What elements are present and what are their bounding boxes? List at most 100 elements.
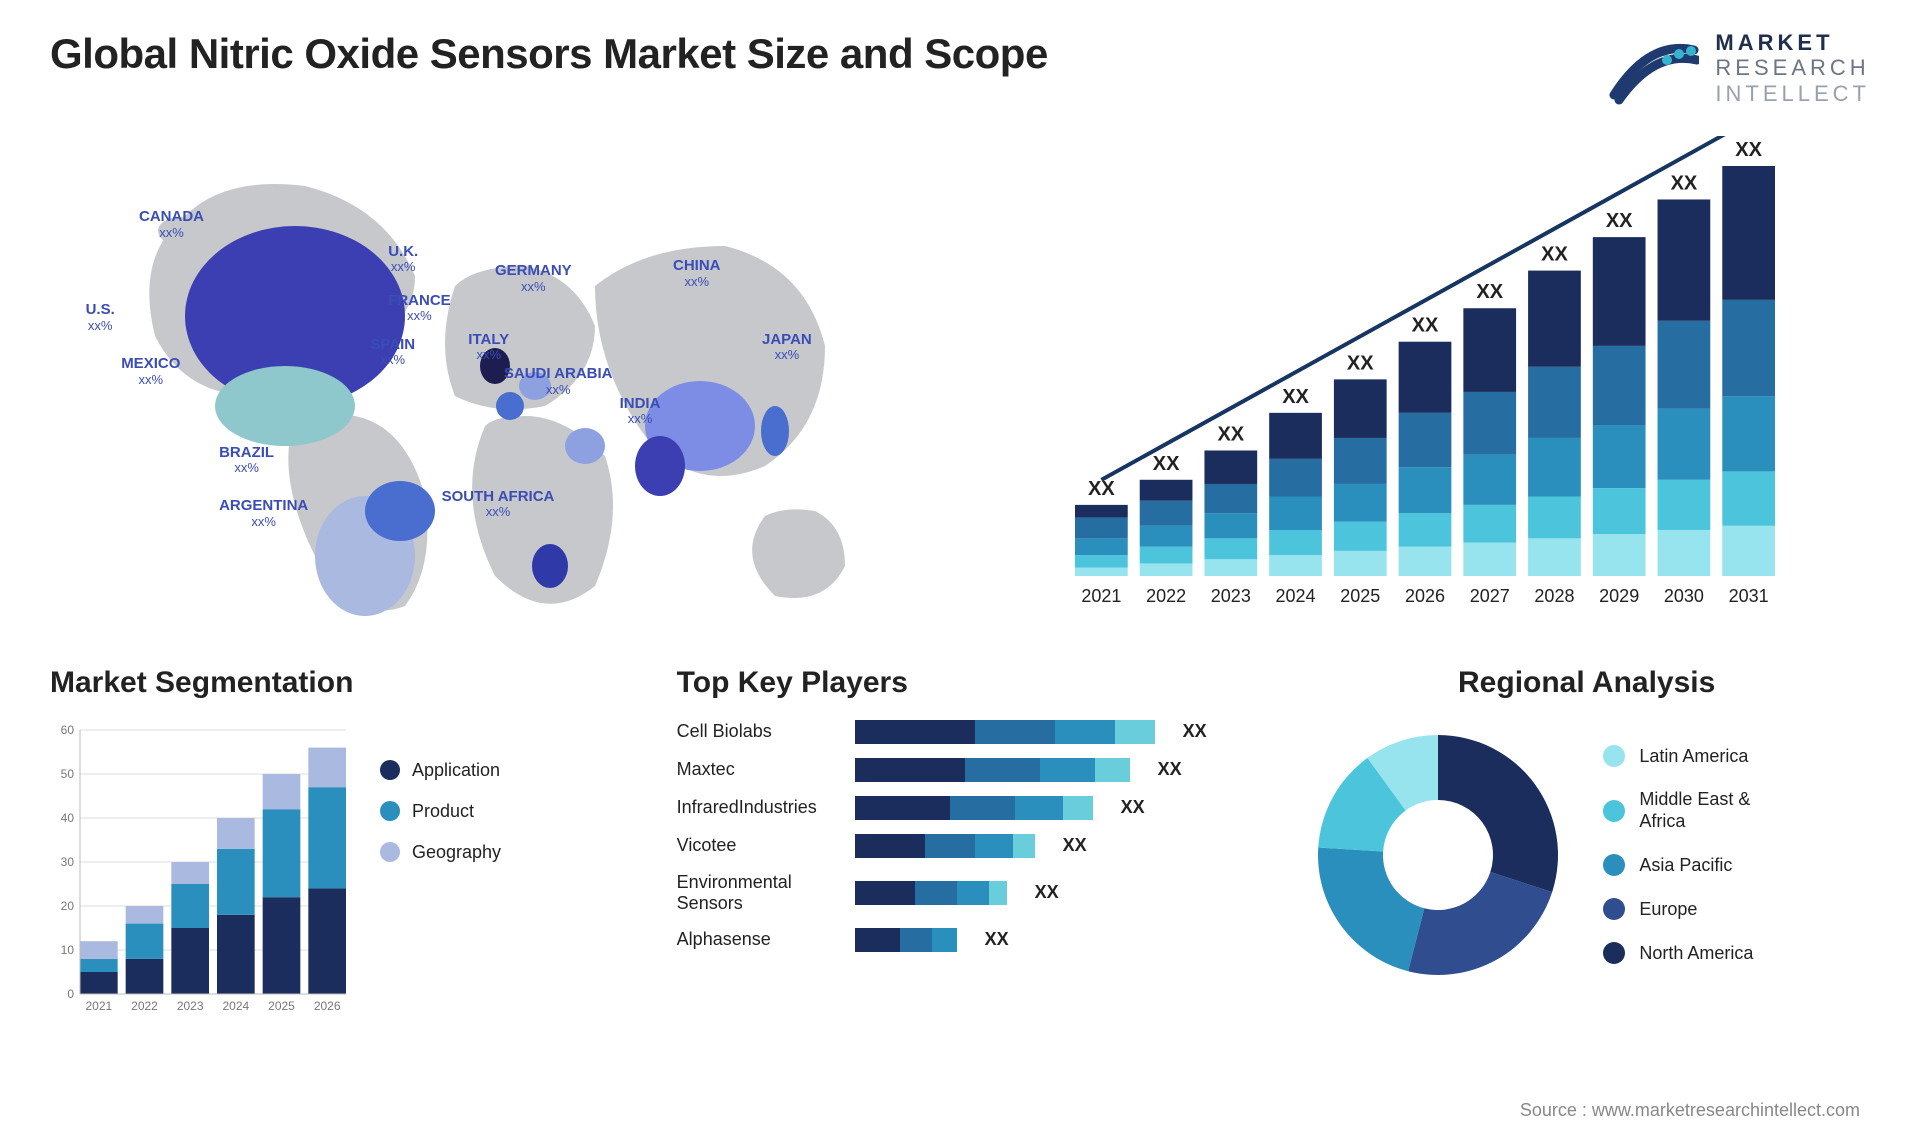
player-bar (855, 720, 1155, 744)
segmentation-panel: Market Segmentation 01020304050602021202… (50, 666, 617, 1066)
svg-text:XX: XX (1476, 281, 1503, 303)
map-label: CHINAxx% (673, 258, 721, 289)
regional-panel: Regional Analysis Latin America Middle Ea… (1303, 666, 1870, 1066)
svg-text:2025: 2025 (268, 999, 295, 1013)
player-name: Cell Biolabs (677, 721, 847, 742)
segmentation-legend-item: Application (380, 760, 501, 781)
source-text: Source : www.marketresearchintellect.com (1520, 1100, 1860, 1121)
map-label: FRANCExx% (388, 293, 451, 324)
player-bar-segment (1095, 758, 1130, 782)
svg-text:XX: XX (1735, 139, 1762, 161)
svg-text:2025: 2025 (1340, 586, 1380, 606)
header: Global Nitric Oxide Sensors Market Size … (50, 30, 1870, 106)
player-value: XX (1183, 721, 1207, 742)
svg-text:2021: 2021 (85, 999, 112, 1013)
regional-legend-item: Latin America (1603, 745, 1789, 767)
svg-text:XX: XX (1541, 243, 1568, 265)
svg-text:2024: 2024 (1276, 586, 1316, 606)
player-bar (855, 834, 1035, 858)
svg-text:2028: 2028 (1534, 586, 1574, 606)
svg-text:2030: 2030 (1664, 586, 1704, 606)
map-label: GERMANYxx% (495, 263, 572, 294)
legend-swatch (1603, 745, 1625, 767)
player-bar-segment (950, 796, 1015, 820)
player-bar (855, 928, 957, 952)
bottom-area: Market Segmentation 01020304050602021202… (50, 666, 1870, 1066)
map-label: BRAZILxx% (219, 445, 274, 476)
players-title: Top Key Players (677, 666, 1244, 700)
players-panel: Top Key Players Cell BiolabsXXMaxtecXXIn… (677, 666, 1244, 1066)
regional-title: Regional Analysis (1303, 666, 1870, 700)
legend-label: Latin America (1639, 746, 1748, 768)
main-chart-panel: XX 2021 XX 2022 XX 2023 XX 2024 XX 2025 XX 2026 XX 20… (980, 136, 1870, 626)
map-label: SPAINxx% (370, 337, 415, 368)
player-bar-segment (900, 928, 932, 952)
map-label: CANADAxx% (139, 209, 204, 240)
map-label: U.K.xx% (388, 244, 418, 275)
svg-text:2026: 2026 (1405, 586, 1445, 606)
svg-text:2023: 2023 (1211, 586, 1251, 606)
svg-text:2022: 2022 (1146, 586, 1186, 606)
players-list: Cell BiolabsXXMaxtecXXInfraredIndustries… (677, 720, 1244, 952)
regional-legend-item: Middle East & Africa (1603, 789, 1789, 832)
svg-text:2021: 2021 (1081, 586, 1121, 606)
map-label: SAUDI ARABIAxx% (504, 366, 613, 397)
svg-text:2029: 2029 (1599, 586, 1639, 606)
player-row: Maxtec XX (677, 758, 1244, 782)
regional-legend-item: Europe (1603, 898, 1789, 920)
svg-text:10: 10 (61, 943, 75, 957)
legend-label: Middle East & Africa (1639, 789, 1789, 832)
svg-text:XX: XX (1347, 352, 1374, 374)
player-name: Environmental Sensors (677, 872, 847, 914)
player-value: XX (1121, 797, 1145, 818)
regional-donut-chart (1303, 720, 1573, 990)
legend-swatch (380, 801, 400, 821)
player-row: Alphasense XX (677, 928, 1244, 952)
legend-label: Asia Pacific (1639, 855, 1732, 877)
player-bar (855, 881, 1007, 905)
svg-text:20: 20 (61, 899, 75, 913)
world-map-panel: CANADAxx%U.S.xx%MEXICOxx%BRAZILxx%ARGENT… (50, 136, 940, 626)
player-bar-segment (1015, 796, 1063, 820)
svg-text:2031: 2031 (1729, 586, 1769, 606)
regional-legend-item: Asia Pacific (1603, 854, 1789, 876)
map-label: INDIAxx% (620, 396, 661, 427)
player-bar-segment (965, 758, 1040, 782)
svg-text:60: 60 (61, 723, 75, 737)
top-area: CANADAxx%U.S.xx%MEXICOxx%BRAZILxx%ARGENT… (50, 136, 1870, 626)
svg-text:XX: XX (1153, 453, 1180, 475)
player-value: XX (1158, 759, 1182, 780)
player-value: XX (1035, 882, 1059, 903)
logo-text: MARKET RESEARCH INTELLECT (1715, 30, 1870, 106)
svg-text:XX: XX (1606, 210, 1633, 232)
player-name: Maxtec (677, 759, 847, 780)
player-value: XX (1063, 835, 1087, 856)
player-bar-segment (925, 834, 975, 858)
svg-text:2022: 2022 (131, 999, 158, 1013)
player-bar-segment (957, 881, 989, 905)
legend-label: Product (412, 801, 474, 822)
infographic-root: Global Nitric Oxide Sensors Market Size … (0, 0, 1920, 1146)
player-bar-segment (1055, 720, 1115, 744)
player-bar-segment (855, 796, 950, 820)
player-bar-segment (1115, 720, 1155, 744)
svg-text:XX: XX (1282, 386, 1309, 408)
map-label: JAPANxx% (762, 332, 812, 363)
player-bar-segment (1040, 758, 1095, 782)
player-bar-segment (855, 758, 965, 782)
svg-text:2024: 2024 (222, 999, 249, 1013)
player-row: Cell Biolabs XX (677, 720, 1244, 744)
player-bar-segment (1013, 834, 1035, 858)
svg-text:2023: 2023 (177, 999, 204, 1013)
map-label: ARGENTINAxx% (219, 498, 308, 529)
legend-swatch (1603, 854, 1625, 876)
player-value: XX (985, 929, 1009, 950)
svg-text:30: 30 (61, 855, 75, 869)
segmentation-title: Market Segmentation (50, 666, 617, 700)
player-bar-segment (989, 881, 1007, 905)
segmentation-legend: ApplicationProductGeography (380, 760, 501, 1020)
player-bar-segment (975, 834, 1013, 858)
svg-text:XX: XX (1671, 172, 1698, 194)
page-title: Global Nitric Oxide Sensors Market Size … (50, 30, 1048, 78)
player-name: Alphasense (677, 929, 847, 950)
